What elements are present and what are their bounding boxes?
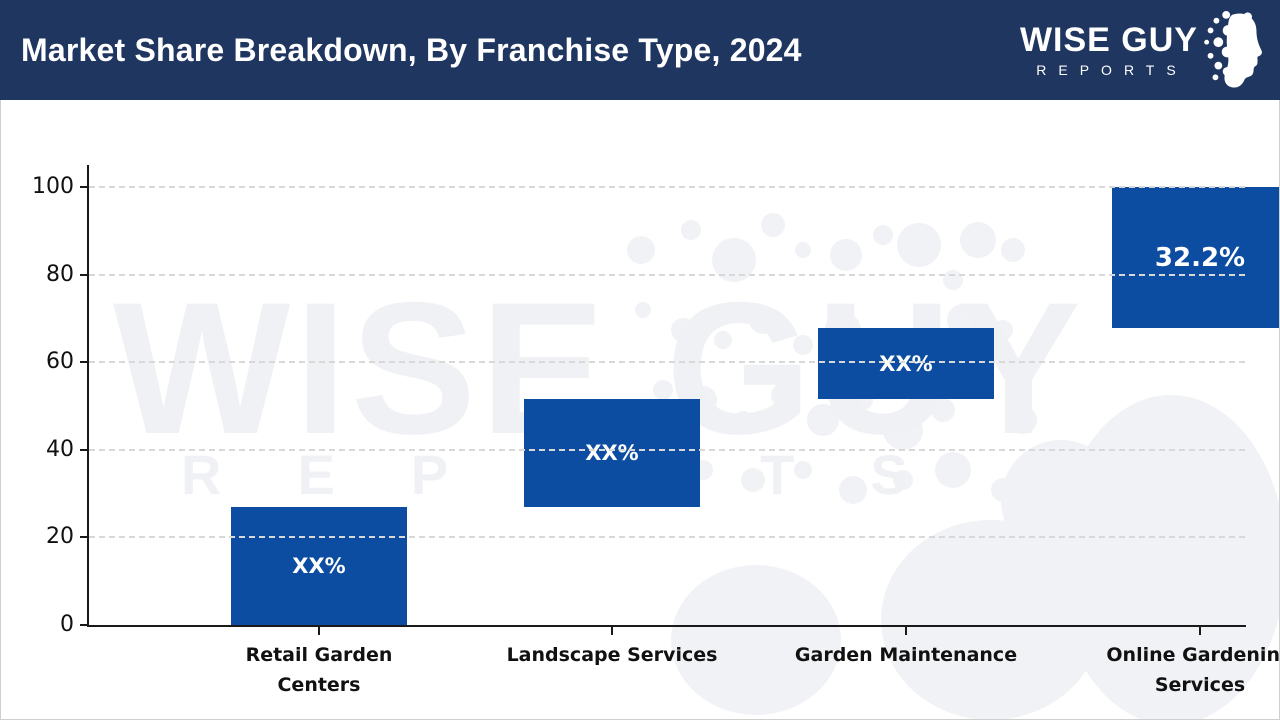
bar-landscape-services: XX% [524,399,700,508]
y-tick-label-20: 20 [46,524,74,550]
plot-area: 0 20 40 60 80 100 XX% Retail Garden Centers XX% La… [32,165,1279,696]
logo-wordmark: WISE GUY [1019,21,1198,60]
x-category-label-garden-maintenance: Garden Maintenance [794,644,1018,666]
x-category-label-retail-garden-centers: Retail Garden Centers [245,644,393,696]
y-tick-label-0: 0 [60,612,74,637]
gridline-20 [89,536,1246,539]
x-tick-mark-retail-garden-centers [318,626,320,635]
page-title: Market Share Breakdown, By Franchise Typ… [21,31,802,68]
bar-garden-maintenance: XX% [818,328,994,400]
gridline-80 [89,273,1246,276]
y-tick-mark-20 [80,536,88,539]
bar-retail-garden-centers: XX% [231,507,407,625]
dotted-face-profile-icon [1204,10,1262,88]
y-axis-line [87,165,89,627]
x-tick-mark-online-gardening-services [1199,626,1201,635]
bar-value-label-landscape-services: XX% [585,441,639,466]
gridline-40 [89,448,1246,451]
y-tick-mark-80 [80,273,88,276]
bar-online-gardening-services: 32.2% [1112,187,1279,329]
bar-value-label-garden-maintenance: XX% [879,351,933,376]
gridline-100 [89,186,1246,188]
y-tick-label-80: 80 [46,261,74,287]
x-tick-mark-garden-maintenance [905,626,907,635]
y-tick-mark-40 [80,448,88,451]
bar-value-label-retail-garden-centers: XX% [292,554,346,579]
wise-guy-reports-logo: WISE GUY REPORTS [1008,6,1264,94]
gridline-60 [89,361,1246,364]
bar-value-label-online-gardening-services: 32.2% [1154,242,1246,273]
y-tick-mark-60 [80,361,88,364]
y-tick-label-60: 60 [46,349,74,375]
y-tick-label-40: 40 [46,436,74,462]
y-tick-mark-0 [80,624,88,626]
y-tick-label-100: 100 [32,174,74,199]
x-category-label-online-gardening-services: Online Gardening Services [1106,644,1280,696]
header-banner: Market Share Breakdown, By Franchise Typ… [0,0,1280,100]
x-axis-line [87,625,1246,627]
y-tick-mark-100 [80,186,88,188]
x-tick-mark-landscape-services [611,626,613,635]
logo-subtitle: REPORTS [1036,61,1188,78]
x-category-label-landscape-services: Landscape Services [506,644,718,666]
logo-text: WISE GUY REPORTS [1019,21,1198,78]
